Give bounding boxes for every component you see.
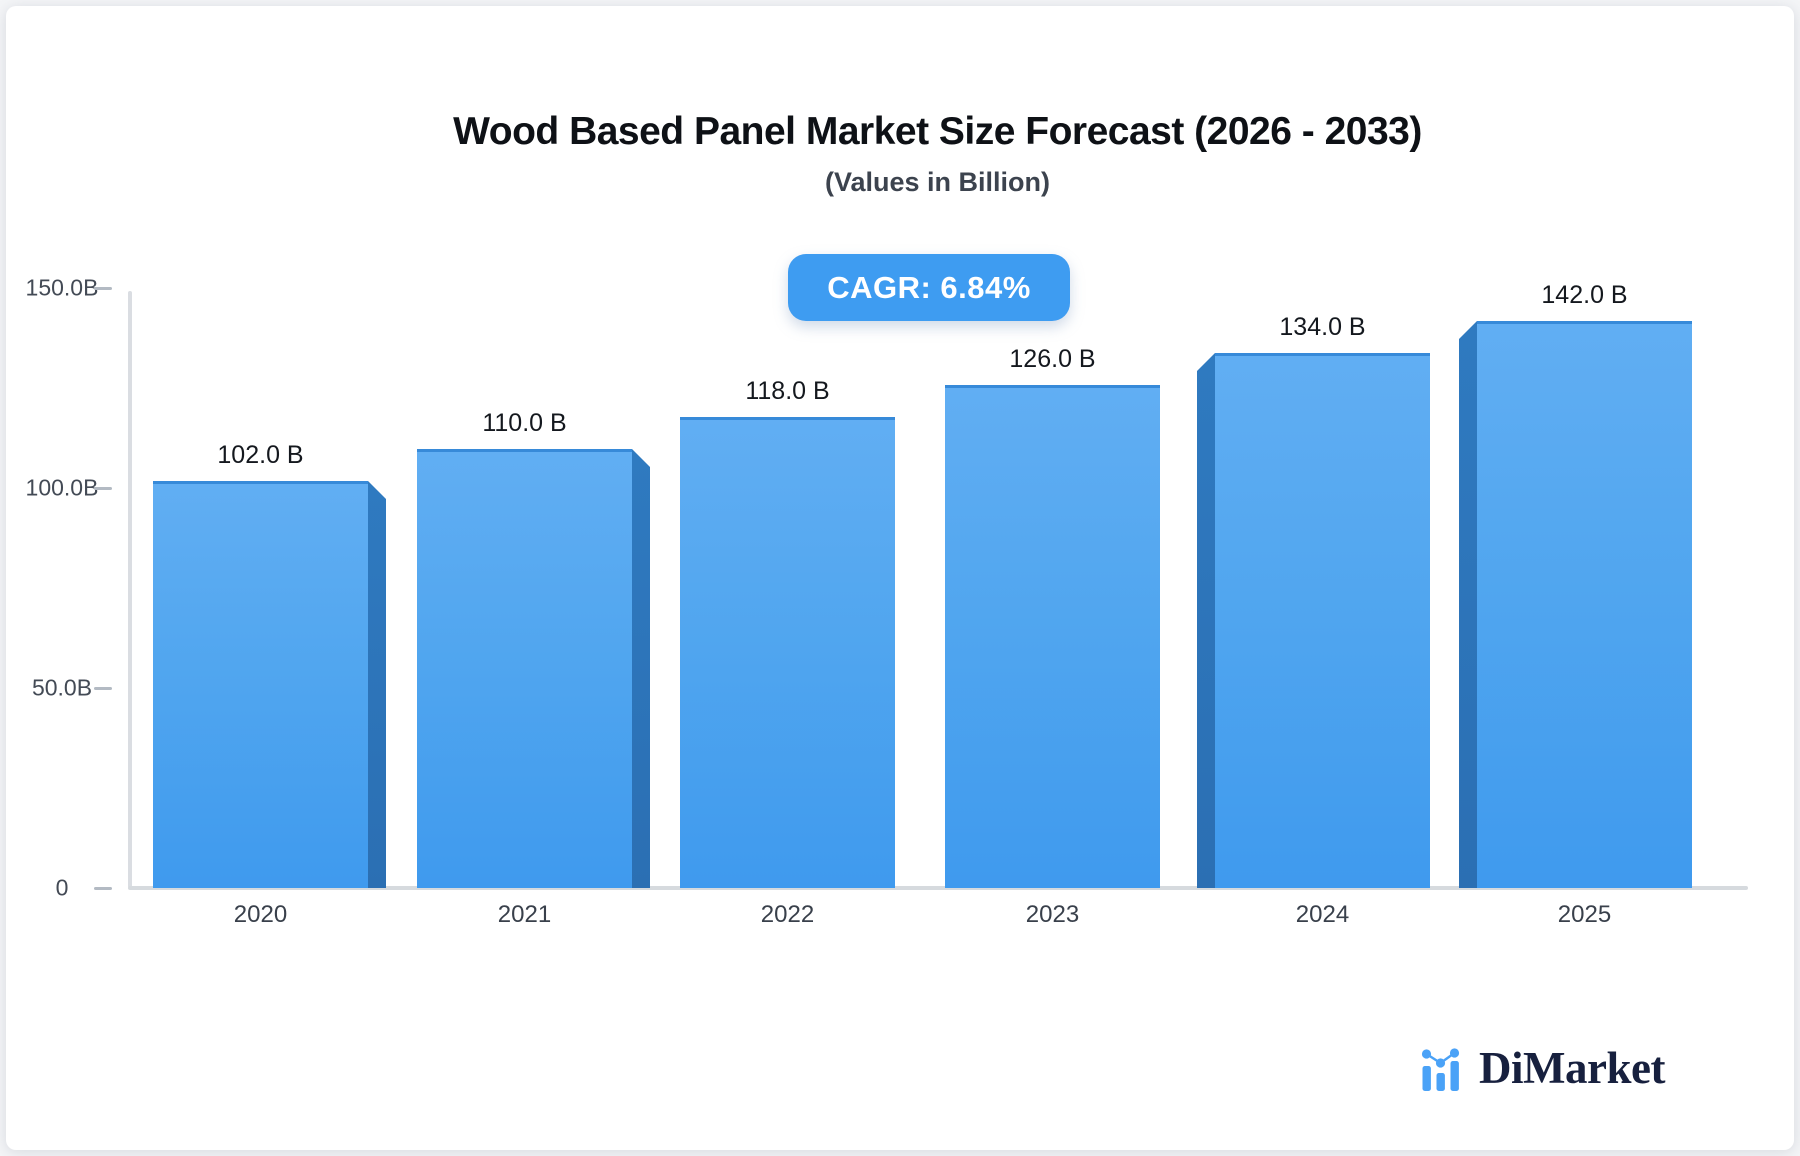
bar-3d-side	[1459, 321, 1477, 888]
x-tick-label: 2023	[1025, 901, 1080, 928]
bar-face[interactable]	[1477, 321, 1692, 888]
chart-subtitle: (Values in Billion)	[824, 167, 1051, 197]
y-tick-label: 100.0B	[25, 474, 99, 501]
y-axis-line	[128, 291, 132, 888]
y-tick-mark	[94, 687, 112, 690]
mini-bar-chart-logo-icon	[1421, 1048, 1460, 1091]
y-tick-mark	[94, 887, 112, 890]
bar-3d-side	[632, 449, 650, 888]
bar-3d-side	[368, 481, 386, 888]
bar-2021[interactable]: 110.0 B 2021	[417, 409, 650, 928]
x-tick-label: 2024	[1295, 901, 1350, 928]
bar-value-label: 142.0 B	[1541, 281, 1628, 309]
bar-2020[interactable]: 102.0 B 2020	[153, 441, 386, 928]
y-tick-label: 150.0B	[25, 274, 99, 301]
bar-face[interactable]	[945, 385, 1160, 888]
cagr-badge-label: CAGR: 6.84%	[827, 269, 1031, 305]
x-tick-label: 2020	[233, 901, 288, 928]
y-tick-mark	[94, 287, 112, 290]
x-axis-baseline	[128, 886, 1748, 890]
bar-face[interactable]	[680, 417, 895, 888]
bar-value-label: 126.0 B	[1009, 345, 1096, 373]
cagr-badge: CAGR: 6.84%	[788, 254, 1070, 321]
brand-logo: DiMarket	[1421, 1040, 1665, 1096]
y-tick-label: 50.0B	[31, 674, 93, 701]
bar-face[interactable]	[1215, 353, 1430, 888]
bar-value-label: 110.0 B	[482, 409, 567, 437]
x-tick-label: 2022	[760, 901, 815, 928]
bar-2023[interactable]: 126.0 B 2023	[945, 345, 1160, 928]
bar-face[interactable]	[153, 481, 368, 888]
y-tick-label: 0	[55, 874, 69, 901]
bar-2025[interactable]: 142.0 B 2025	[1459, 281, 1692, 928]
y-tick-mark	[94, 487, 112, 490]
bar-value-label: 118.0 B	[745, 377, 830, 405]
bar-value-label: 134.0 B	[1279, 313, 1366, 341]
bar-2022[interactable]: 118.0 B 2022	[680, 377, 895, 928]
bar-face[interactable]	[417, 449, 632, 888]
chart-title: Wood Based Panel Market Size Forecast (2…	[453, 110, 1422, 153]
bar-3d-side	[1197, 353, 1215, 888]
bar-2024[interactable]: 134.0 B 2024	[1197, 313, 1430, 928]
bar-value-label: 102.0 B	[217, 441, 304, 469]
brand-logo-text: DiMarket	[1479, 1043, 1665, 1093]
x-tick-label: 2025	[1557, 901, 1612, 928]
x-tick-label: 2021	[497, 901, 552, 928]
